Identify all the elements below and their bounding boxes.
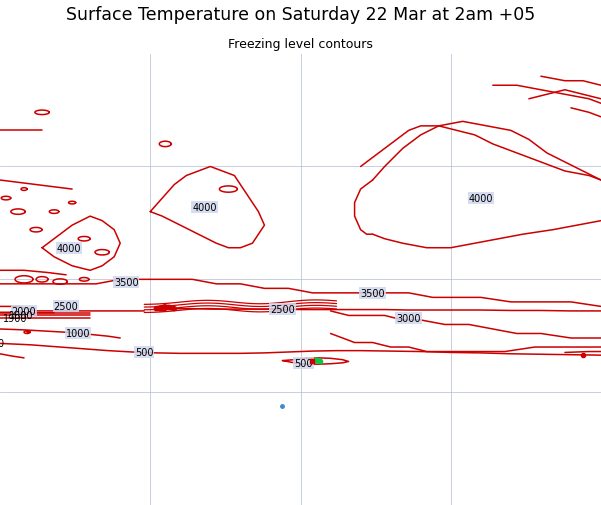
Text: 500: 500 <box>294 358 313 368</box>
Text: 2500: 2500 <box>270 305 295 315</box>
Text: 1600: 1600 <box>9 311 33 320</box>
Text: 3000: 3000 <box>397 313 421 323</box>
Text: 3500: 3500 <box>361 288 385 298</box>
Text: 2500: 2500 <box>53 302 79 312</box>
Text: 500: 500 <box>135 348 153 358</box>
Text: 1900: 1900 <box>3 313 27 323</box>
Text: 0: 0 <box>0 338 3 348</box>
Text: 1000: 1000 <box>66 328 90 338</box>
Polygon shape <box>159 305 168 311</box>
Text: 3500: 3500 <box>114 277 138 287</box>
Text: Surface Temperature on Saturday 22 Mar at 2am +05: Surface Temperature on Saturday 22 Mar a… <box>66 6 535 24</box>
Text: 4000: 4000 <box>469 194 493 204</box>
Text: 4000: 4000 <box>192 203 216 213</box>
Text: 4000: 4000 <box>57 243 81 253</box>
Text: Freezing level contours: Freezing level contours <box>228 38 373 51</box>
Text: 2000: 2000 <box>12 307 36 316</box>
